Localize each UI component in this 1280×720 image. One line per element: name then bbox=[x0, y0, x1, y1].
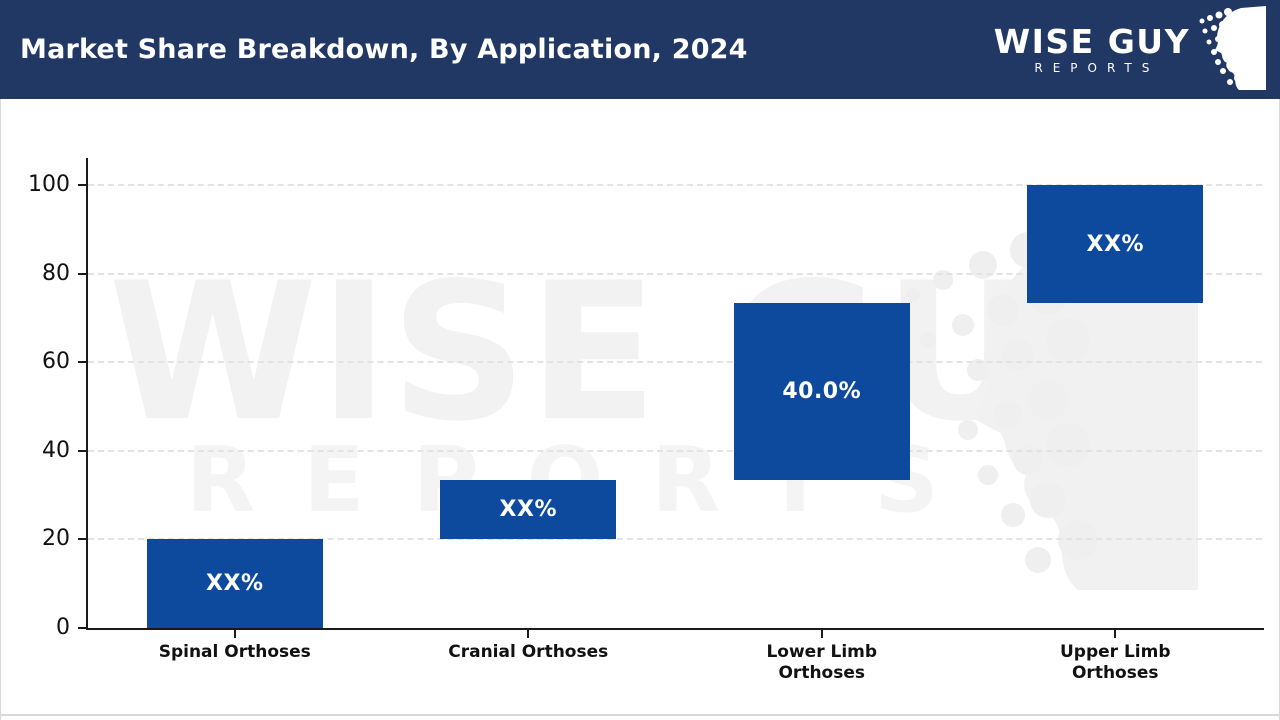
x-axis-spine bbox=[86, 628, 1264, 630]
ytick-mark-60 bbox=[78, 361, 86, 364]
bar-value-label: XX% bbox=[1086, 231, 1144, 257]
ytick-mark-40 bbox=[78, 449, 86, 452]
gridline-100 bbox=[88, 184, 1262, 186]
ytick-mark-0 bbox=[78, 627, 86, 629]
header-bar: Market Share Breakdown, By Application, … bbox=[0, 0, 1280, 99]
xtick-mark-2 bbox=[527, 630, 530, 638]
bar-4: XX% bbox=[1027, 185, 1204, 304]
bar-value-label: XX% bbox=[206, 571, 264, 597]
ytick-label-0: 0 bbox=[56, 615, 70, 640]
bar-value-label: XX% bbox=[499, 497, 557, 523]
bottom-divider bbox=[0, 714, 1280, 716]
ytick-mark-100 bbox=[78, 184, 86, 186]
logo-subtitle: REPORTS bbox=[1034, 61, 1160, 75]
category-label-1: Spinal Orthoses bbox=[158, 642, 311, 662]
y-axis-spine bbox=[86, 158, 88, 630]
gridline-60 bbox=[88, 361, 1262, 364]
gridline-40 bbox=[88, 449, 1262, 452]
category-label-4: Upper Limb Orthoses bbox=[1059, 642, 1171, 684]
category-label-2: Cranial Orthoses bbox=[448, 642, 609, 662]
xtick-mark-4 bbox=[1114, 630, 1117, 638]
xtick-mark-1 bbox=[233, 630, 236, 638]
category-label-3: Lower Limb Orthoses bbox=[766, 642, 878, 684]
logo-wordmark: WISE GUY bbox=[993, 22, 1190, 61]
ytick-label-60: 60 bbox=[42, 349, 70, 375]
gridline-20 bbox=[88, 538, 1262, 541]
watermark-head-icon bbox=[868, 218, 1198, 594]
bar-2: XX% bbox=[440, 480, 617, 540]
bar-value-label: 40.0% bbox=[782, 379, 862, 405]
plot-area: 0 20 40 60 80 100 XX% Spinal Orthoses XX% Cranial… bbox=[28, 174, 1262, 683]
ytick-label-80: 80 bbox=[42, 260, 70, 286]
wise-guy-logo: WISE GUY REPORTS bbox=[994, 5, 1266, 95]
chart-title: Market Share Breakdown, By Application, … bbox=[20, 34, 748, 65]
xtick-mark-3 bbox=[820, 630, 823, 638]
bar-3: 40.0% bbox=[733, 303, 910, 481]
ytick-label-20: 20 bbox=[42, 526, 70, 552]
bar-1: XX% bbox=[146, 539, 323, 628]
ytick-label-100: 100 bbox=[28, 172, 70, 197]
logo-head-icon bbox=[1192, 5, 1266, 95]
gridline-80 bbox=[88, 272, 1262, 275]
logo-text: WISE GUY REPORTS bbox=[994, 25, 1190, 74]
ytick-mark-80 bbox=[78, 272, 86, 275]
ytick-mark-20 bbox=[78, 538, 86, 541]
ytick-label-40: 40 bbox=[42, 437, 70, 463]
